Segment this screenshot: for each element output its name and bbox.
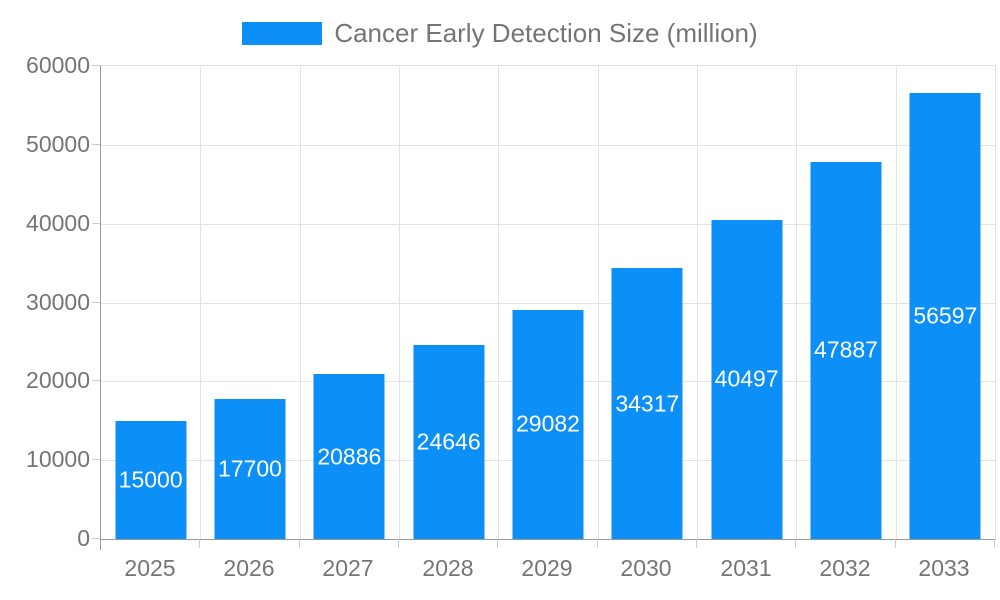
bar-value-label: 56597 xyxy=(913,302,978,329)
legend-label: Cancer Early Detection Size (million) xyxy=(334,17,758,48)
x-axis-tick xyxy=(795,539,796,548)
bar-column: 56597 xyxy=(896,66,995,539)
x-axis-tick xyxy=(696,539,697,548)
gridline-vertical xyxy=(696,66,698,539)
x-axis-tick xyxy=(199,539,200,548)
bar[interactable]: 29082 xyxy=(512,309,584,539)
x-axis-label: 2032 xyxy=(819,555,871,581)
x-axis-label: 2026 xyxy=(223,555,275,581)
y-axis-tick xyxy=(92,302,100,303)
x-axis-label: 2028 xyxy=(422,555,474,581)
x-axis-label: 2031 xyxy=(720,555,772,581)
y-axis-label: 60000 xyxy=(26,52,90,78)
y-axis-label: 40000 xyxy=(26,210,90,236)
legend-item[interactable]: Cancer Early Detection Size (million) xyxy=(242,17,758,49)
y-axis-tick xyxy=(92,223,100,224)
bar-column: 24646 xyxy=(399,66,498,539)
bar-column: 17700 xyxy=(200,66,299,539)
bar[interactable]: 47887 xyxy=(810,161,882,539)
gridline-horizontal xyxy=(101,144,995,146)
y-axis-tick-extension xyxy=(100,539,101,550)
gridline-vertical xyxy=(796,66,798,539)
x-axis-label: 2025 xyxy=(124,555,176,581)
bar-value-label: 24646 xyxy=(416,428,481,455)
bar[interactable]: 40497 xyxy=(711,219,783,539)
y-axis-label: 10000 xyxy=(26,446,90,472)
y-axis-tick xyxy=(92,65,100,66)
legend-swatch xyxy=(242,21,323,45)
y-axis-label: 20000 xyxy=(26,367,90,393)
gridline-horizontal xyxy=(101,223,995,225)
bar[interactable]: 24646 xyxy=(413,344,485,539)
y-axis-tick xyxy=(92,144,100,145)
bar-value-label: 34317 xyxy=(615,390,680,417)
x-axis-label: 2029 xyxy=(521,555,573,581)
bar-column: 15000 xyxy=(101,66,200,539)
y-axis-tick xyxy=(92,538,100,539)
x-axis-tick xyxy=(994,539,995,548)
y-axis-tick xyxy=(92,459,100,460)
x-axis-label: 2033 xyxy=(918,555,970,581)
bar[interactable]: 17700 xyxy=(214,399,286,539)
bar-column: 40497 xyxy=(697,66,796,539)
y-axis-tick xyxy=(92,380,100,381)
bar-column: 20886 xyxy=(300,66,399,539)
bar[interactable]: 56597 xyxy=(909,92,981,539)
y-axis-label: 50000 xyxy=(26,131,90,157)
bar-value-label: 47887 xyxy=(813,336,878,363)
gridline-vertical xyxy=(398,66,400,539)
bar-column: 29082 xyxy=(498,66,597,539)
x-axis-tick xyxy=(895,539,896,548)
bar-value-label: 29082 xyxy=(515,410,580,437)
y-axis-label: 30000 xyxy=(26,289,90,315)
gridline-vertical xyxy=(597,66,599,539)
x-axis-label: 2030 xyxy=(620,555,672,581)
plot-area: 15000 17700 20886 24646 29082 34317 40497 47887… xyxy=(100,65,996,540)
gridline-vertical xyxy=(299,66,301,539)
x-axis-label: 2027 xyxy=(322,555,374,581)
bar[interactable]: 34317 xyxy=(611,268,683,539)
bar[interactable]: 20886 xyxy=(313,374,385,539)
gridline-vertical xyxy=(498,66,500,539)
gridline-horizontal xyxy=(101,302,995,304)
x-axis-tick xyxy=(497,539,498,548)
legend: Cancer Early Detection Size (million) xyxy=(0,18,1000,48)
y-axis-label: 0 xyxy=(77,525,90,551)
x-axis-tick xyxy=(299,539,300,548)
bar-value-label: 15000 xyxy=(118,466,183,493)
bar-column: 34317 xyxy=(598,66,697,539)
bar-value-label: 40497 xyxy=(714,365,779,392)
bar-value-label: 20886 xyxy=(317,443,382,470)
gridline-vertical xyxy=(200,66,202,539)
bar[interactable]: 15000 xyxy=(115,420,187,539)
bar-column: 47887 xyxy=(796,66,895,539)
bar-value-label: 17700 xyxy=(217,455,282,482)
gridline-vertical xyxy=(895,66,897,539)
x-axis-tick xyxy=(597,539,598,548)
x-axis-tick xyxy=(398,539,399,548)
